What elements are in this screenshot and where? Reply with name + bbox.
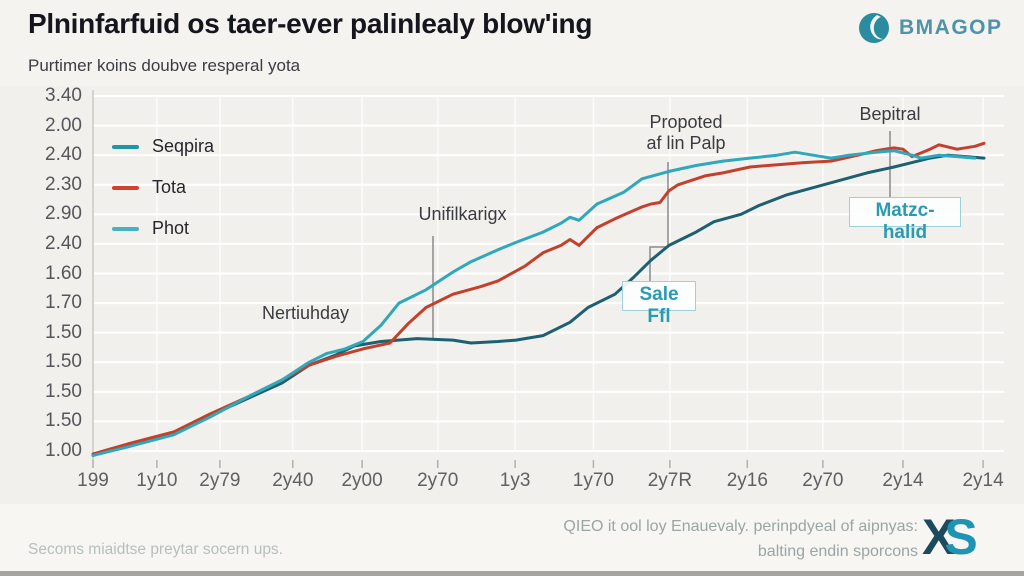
bottom-edge-bar [0, 571, 1024, 576]
y-tick-label: 1.50 [45, 380, 82, 402]
x-tick-label: 2y70 [417, 470, 459, 491]
annotation-propoted: Propoted af lin Palp [646, 112, 726, 153]
x-tick-label: 199 [77, 470, 109, 491]
x-tick-label: 2y70 [802, 470, 844, 491]
legend-label: Phot [152, 218, 190, 238]
brand-logo: BMAGOP [856, 10, 1003, 46]
x-tick-label: 2y14 [882, 470, 924, 491]
y-tick-label: 2.00 [45, 114, 82, 136]
y-tick-label: 2.90 [45, 203, 82, 225]
x-tick-label: 2y79 [199, 470, 241, 491]
y-tick-label: 1.50 [45, 410, 82, 432]
annotation-nertiuhday: Nertiuhday [262, 303, 350, 323]
xs-logo-s: S [944, 509, 977, 565]
legend-swatch [112, 226, 139, 231]
x-tick-label: 2y00 [341, 470, 383, 491]
callout-matzc-halid: Matzc-halid [849, 197, 961, 243]
legend-swatch [112, 185, 139, 190]
globe-swoosh-icon [859, 13, 889, 43]
xs-logo: XS [922, 508, 978, 566]
x-tick-label: 2y7R [647, 470, 693, 491]
legend-label: Seqpira [152, 136, 215, 156]
y-tick-label: 1.00 [45, 440, 82, 461]
x-tick-label: 2y14 [962, 470, 1004, 491]
brand-name: BMAGOP [899, 16, 1003, 39]
legend-item-tota: Tota [112, 167, 214, 208]
page-subtitle: Purtimer koins doubve resperal yota [28, 56, 301, 75]
x-tick-label: 1y3 [499, 470, 531, 491]
x-tick-label: 1y70 [572, 470, 614, 491]
y-tick-label: 2.30 [45, 173, 82, 195]
xs-logo-x: X [922, 509, 955, 565]
legend-item-phot: Phot [112, 208, 214, 249]
legend-item-seqpira: Seqpira [112, 126, 214, 167]
footer-source-note: Secoms miaidtse preytar socern ups. [28, 541, 283, 558]
legend-swatch [112, 144, 139, 149]
annotation-bepitral: Bepitral [859, 104, 921, 124]
x-tick-label: 2y40 [272, 470, 314, 491]
y-tick-label: 1.70 [45, 292, 82, 314]
callout-sale-ffl: Sale Ffl [622, 281, 696, 327]
y-tick-label: 2.40 [45, 144, 82, 166]
footer-credit-note: QIEO it ool loy Enauevaly. perinpdyeal o… [563, 514, 918, 564]
y-tick-label: 2.40 [45, 232, 82, 254]
chart-legend: Seqpira Tota Phot [112, 126, 214, 249]
footer-background [0, 504, 1024, 571]
legend-label: Tota [152, 177, 187, 197]
y-tick-label: 1.50 [45, 321, 82, 343]
footer-credit-line1: QIEO it ool loy Enauevaly. perinpdyeal o… [563, 518, 918, 535]
footer-credit-line2: balting endin sporcons [757, 543, 918, 560]
annotation-unifilkarigx: Unifilkarigx [418, 204, 507, 224]
x-tick-label: 1y10 [136, 470, 178, 491]
x-tick-label: 2y16 [726, 470, 768, 491]
y-tick-label: 1.60 [45, 262, 82, 284]
y-tick-label: 1.50 [45, 351, 82, 373]
page-title: Plninfarfuid os taer-ever palinlealy blo… [28, 8, 593, 39]
y-tick-label: 3.40 [45, 85, 82, 106]
